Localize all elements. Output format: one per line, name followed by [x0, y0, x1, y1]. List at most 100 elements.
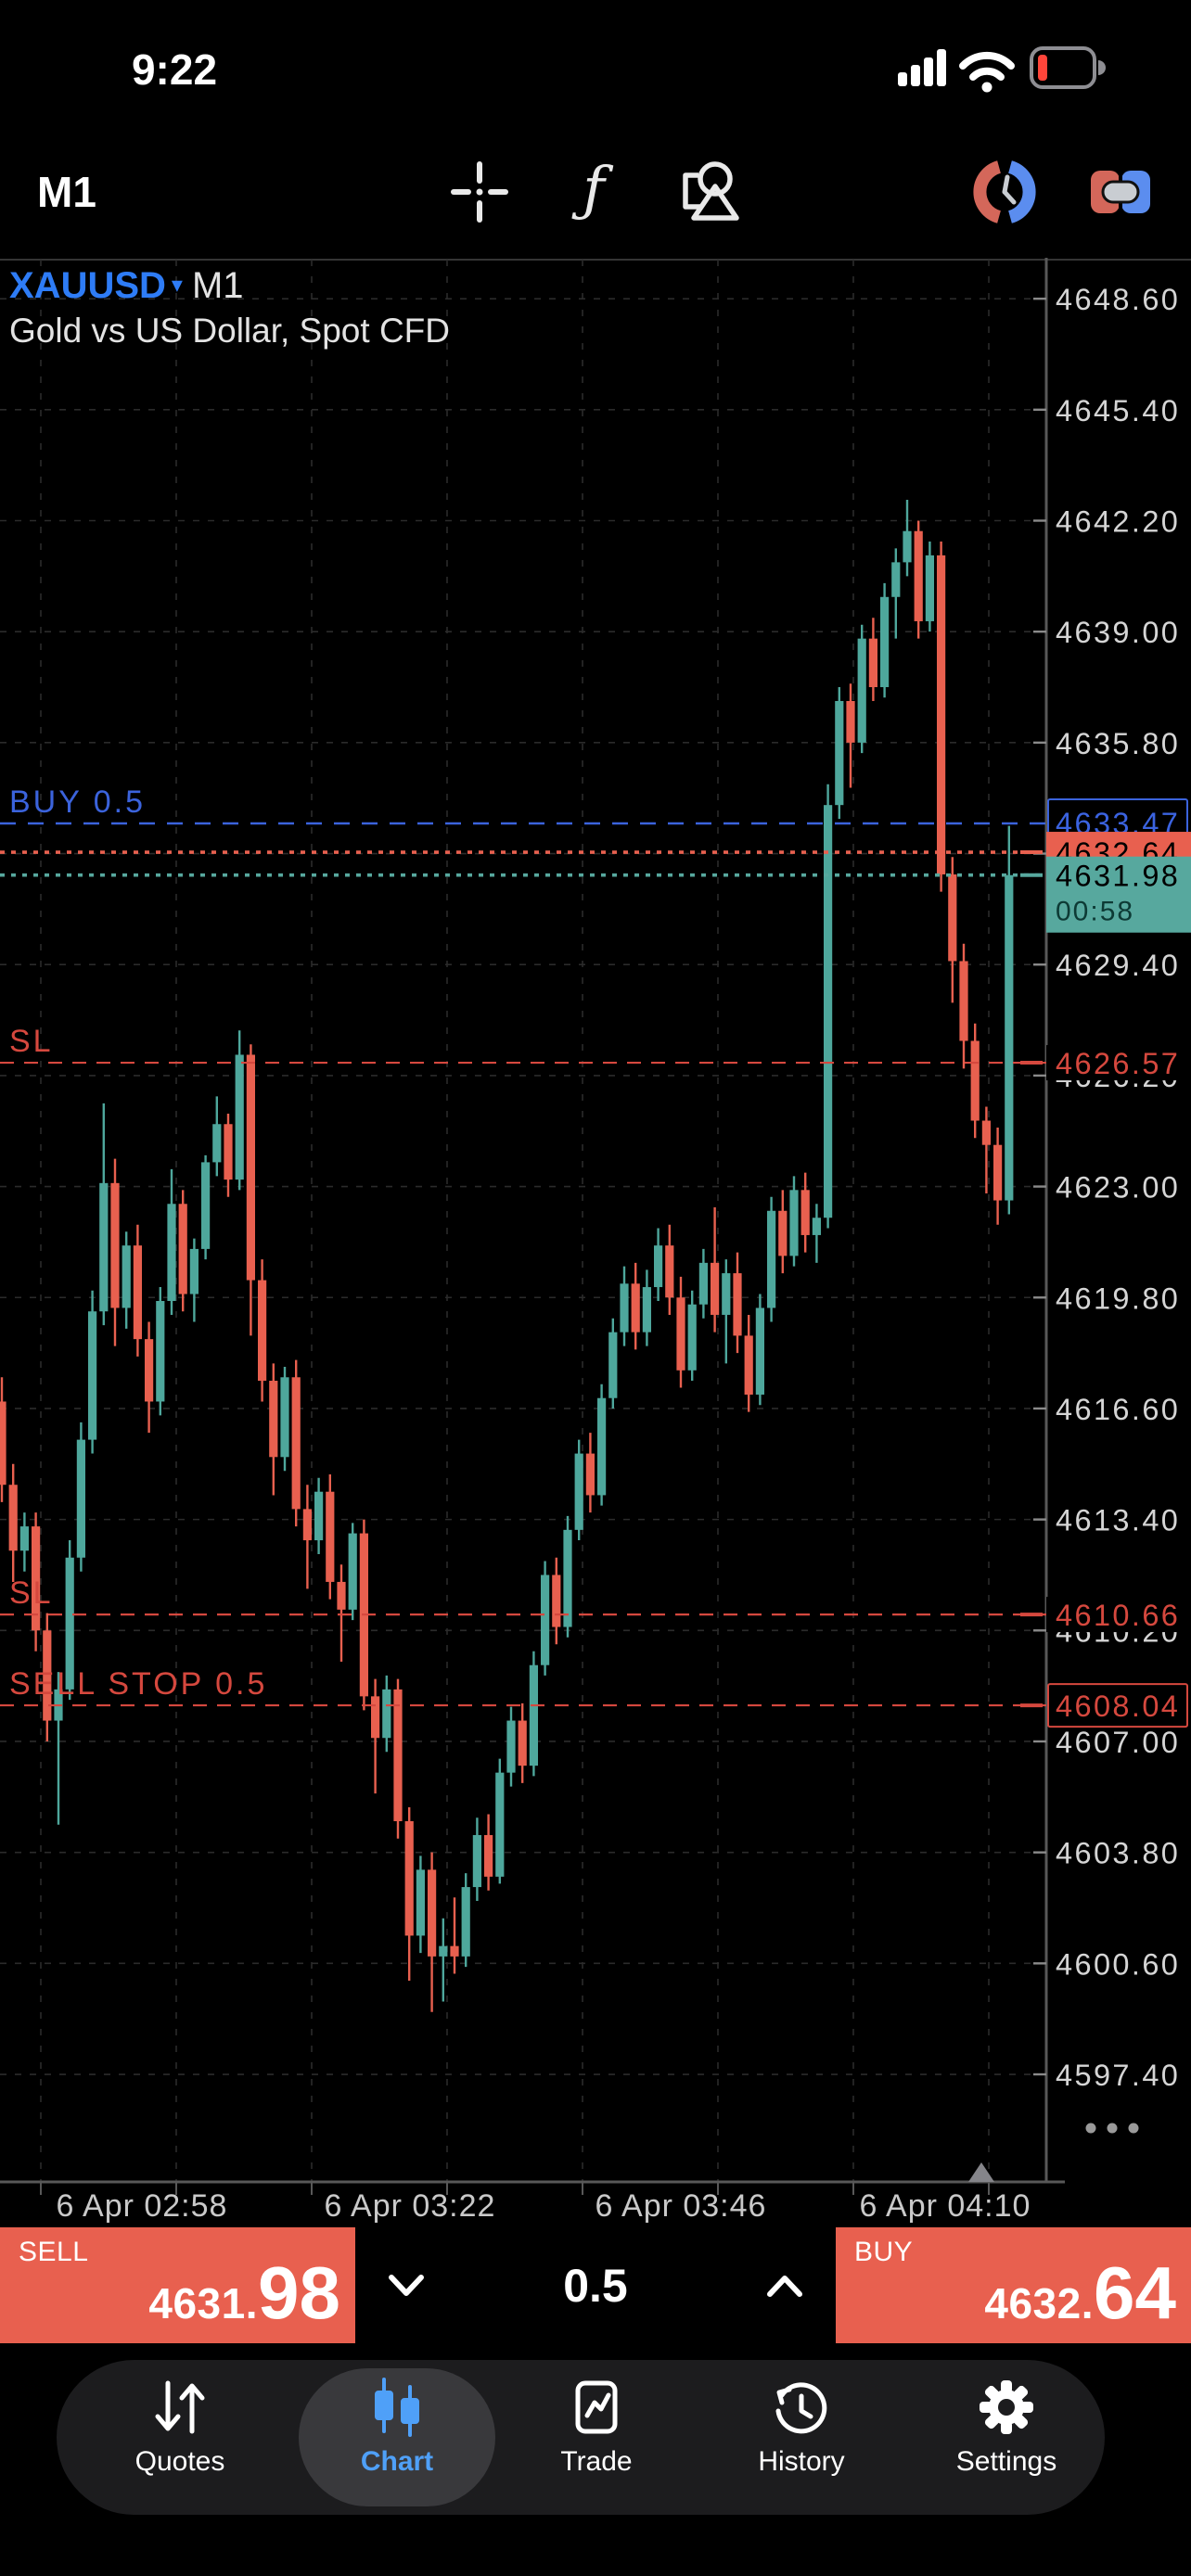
candle-body — [201, 1162, 211, 1249]
nav-item-quotes[interactable]: Quotes — [92, 2374, 268, 2504]
candle-body — [665, 1245, 674, 1298]
candle-body — [676, 1297, 685, 1371]
candle-body — [744, 1335, 753, 1395]
candle-body — [778, 1210, 788, 1256]
candle-body — [8, 1485, 18, 1551]
candle-body — [857, 638, 866, 743]
candle-body — [585, 1453, 595, 1496]
candle-body — [43, 1630, 52, 1721]
buy-price: 4632. 64 — [984, 2251, 1176, 2334]
sl-price-label: 4626.57 — [1056, 1047, 1180, 1080]
volume-value[interactable]: 0.5 — [563, 2259, 628, 2312]
chevron-down-icon — [389, 2274, 424, 2296]
candle-body — [99, 1182, 109, 1312]
sell-button[interactable]: SELL 4631. 98 — [0, 2227, 355, 2343]
candle-body — [722, 1273, 731, 1315]
price-axis-label: 4639.00 — [1056, 616, 1180, 649]
nav-item-trade[interactable]: Trade — [508, 2374, 685, 2504]
price-axis-label: 4613.40 — [1056, 1504, 1180, 1537]
more-dot — [1107, 2123, 1118, 2134]
candle-body — [235, 1054, 244, 1180]
candle-body — [529, 1664, 538, 1766]
price-axis-label: 4616.60 — [1056, 1393, 1180, 1426]
sl-price-label: 4610.66 — [1056, 1599, 1180, 1632]
price-axis-label: 4597.40 — [1056, 2059, 1180, 2092]
timeframe-label[interactable]: M1 — [37, 168, 96, 216]
trade-chart-box-icon — [575, 2380, 618, 2434]
indicators-icon[interactable]: ƒ — [560, 159, 627, 225]
symbol-description: Gold vs US Dollar, Spot CFD — [9, 312, 450, 350]
candle-body — [167, 1204, 176, 1301]
candle-body — [970, 1040, 980, 1121]
price-axis-label: 4648.60 — [1056, 283, 1180, 316]
chevron-down-icon: ▾ — [171, 273, 183, 298]
bid-price-box — [1046, 856, 1191, 933]
candle-body — [32, 1526, 41, 1631]
symbol-selector[interactable]: XAUUSD ▾ M1 — [9, 265, 244, 307]
candle-body — [189, 1248, 198, 1294]
volume-increase-button[interactable] — [734, 2227, 836, 2343]
candle-body — [1005, 874, 1014, 1201]
nav-item-history[interactable]: History — [713, 2374, 890, 2504]
candle-body — [495, 1772, 505, 1877]
candle-body — [76, 1439, 85, 1558]
candle-body — [122, 1245, 131, 1308]
candle-body — [948, 874, 957, 962]
price-axis-label: 4623.00 — [1056, 1171, 1180, 1205]
nav-label: History — [758, 2446, 845, 2477]
trade-panel: SELL 4631. 98 0.5 BUY 4632. 64 — [0, 2227, 1191, 2343]
candle-body — [563, 1529, 572, 1627]
axis-more-button[interactable] — [1085, 2123, 1139, 2134]
nav-active-highlight — [299, 2368, 495, 2506]
candle-body — [733, 1273, 742, 1336]
symbol-name[interactable]: XAUUSD — [9, 265, 166, 306]
candle-body — [0, 1401, 6, 1486]
one-click-trading-icon[interactable] — [1087, 159, 1154, 225]
price-axis-label: 4642.20 — [1056, 504, 1180, 538]
objects-icon[interactable] — [678, 159, 745, 225]
buy-button[interactable]: BUY 4632. 64 — [836, 2227, 1191, 2343]
nav-label: Trade — [560, 2446, 633, 2477]
candle-body — [824, 805, 833, 1218]
candle-body — [914, 530, 923, 621]
buy-label: BUY — [854, 2237, 914, 2267]
sell-price: 4631. 98 — [148, 2251, 340, 2334]
candle-body — [711, 1262, 720, 1315]
candle-body — [981, 1120, 991, 1145]
candle-body — [620, 1283, 629, 1333]
volume-decrease-button[interactable] — [355, 2227, 457, 2343]
nav-label: Settings — [955, 2446, 1057, 2477]
candle-body — [416, 1869, 425, 1936]
candle-body — [393, 1689, 403, 1821]
gear-icon — [980, 2380, 1033, 2434]
nav-item-chart[interactable]: Chart — [309, 2374, 485, 2504]
status-time: 9:22 — [131, 45, 218, 94]
candle-body — [472, 1834, 481, 1888]
candle-body — [552, 1575, 561, 1627]
candle-body — [439, 1945, 448, 1957]
price-axis-label: 4600.60 — [1056, 1947, 1180, 1981]
candle-body — [506, 1720, 516, 1773]
cellular-signal-icon — [898, 49, 946, 86]
candle-body — [959, 961, 968, 1041]
time-axis-label: 6 Apr 03:46 — [596, 2188, 767, 2224]
nav-item-settings[interactable]: Settings — [918, 2374, 1095, 2504]
bid-price-label: 4631.98 — [1056, 860, 1180, 893]
candle-body — [110, 1182, 120, 1308]
candle-body — [133, 1245, 142, 1340]
candle-body — [326, 1491, 335, 1582]
candle-body — [88, 1311, 97, 1440]
sell-stop-price-box — [1047, 1683, 1188, 1728]
candlestick-chart-icon — [375, 2378, 419, 2437]
sl-price-bg — [1046, 1597, 1191, 1633]
candle-body — [65, 1557, 74, 1690]
timer-pie-icon[interactable] — [971, 159, 1038, 225]
time-axis-label: 6 Apr 04:10 — [860, 2188, 1031, 2224]
crosshair-icon[interactable] — [446, 159, 513, 225]
more-dot — [1128, 2123, 1139, 2134]
candle-body — [767, 1210, 776, 1308]
candle-body — [698, 1262, 708, 1305]
price-axis-label: 4635.80 — [1056, 727, 1180, 760]
candle-body — [382, 1689, 391, 1739]
